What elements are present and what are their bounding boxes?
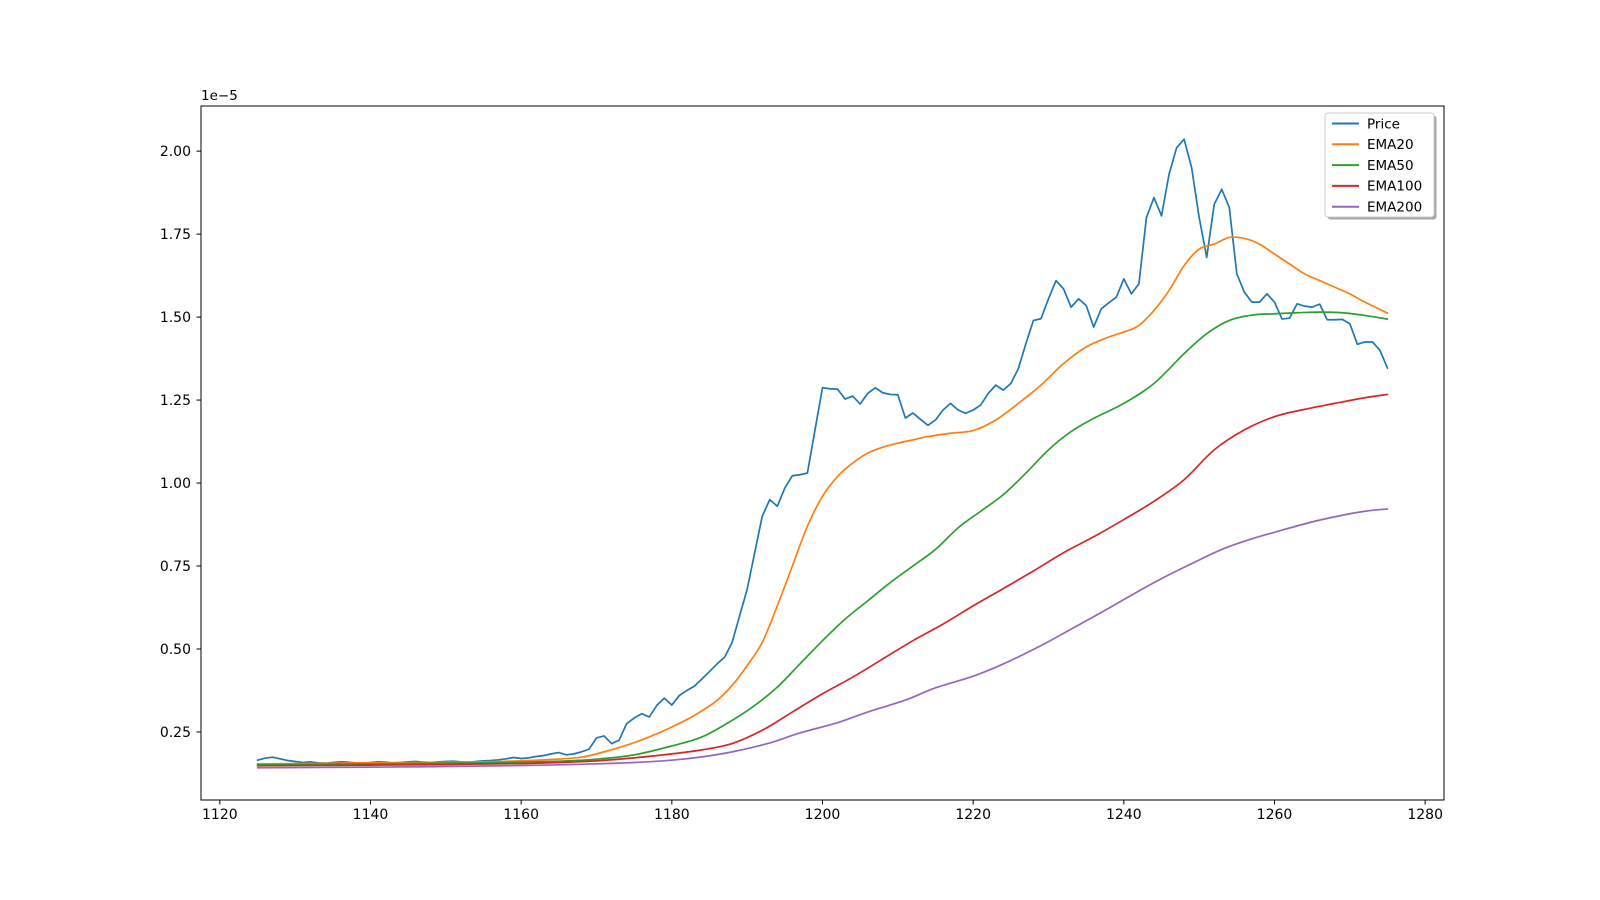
x-tick-label: 1280 [1407, 807, 1443, 823]
legend-label: Price [1367, 116, 1400, 132]
legend-item-ema100: EMA100 [1332, 179, 1422, 195]
y-tick-label: 0.75 [160, 559, 191, 575]
legend-label: EMA20 [1367, 137, 1414, 153]
legend-item-ema50: EMA50 [1332, 158, 1414, 174]
x-tick-label: 1260 [1257, 807, 1293, 823]
legend-item-price: Price [1332, 116, 1400, 132]
ema100-line [256, 393, 1389, 767]
ema20-line [256, 236, 1389, 765]
x-tick-label: 1120 [202, 807, 238, 823]
legend-item-ema20: EMA20 [1332, 137, 1414, 153]
x-tick-label: 1220 [955, 807, 991, 823]
y-tick-label: 1.50 [160, 310, 191, 326]
y-axis [196, 150, 201, 733]
x-tick-label: 1180 [654, 807, 690, 823]
x-tick-label: 1200 [805, 807, 841, 823]
plot-series [256, 138, 1389, 769]
ema50-line [256, 311, 1389, 766]
y-tick-label: 1.25 [160, 393, 191, 409]
y-tick-label: 2.00 [160, 144, 191, 160]
y-axis-offset-label: 1e−5 [201, 88, 238, 104]
legend-label: EMA200 [1367, 200, 1422, 216]
ema200-line [256, 508, 1389, 769]
legend-item-ema200: EMA200 [1332, 200, 1422, 216]
y-tick-label: 0.50 [160, 642, 191, 658]
x-tick-label: 1140 [353, 807, 389, 823]
legend-label: EMA50 [1367, 158, 1414, 174]
legend-label: EMA100 [1367, 179, 1422, 195]
legend: Price EMA20 EMA50 EMA100 EMA200 [1324, 112, 1437, 220]
x-tick-label: 1240 [1106, 807, 1142, 823]
y-tick-label: 1.00 [160, 476, 191, 492]
price-line [256, 138, 1389, 765]
x-axis [219, 800, 1426, 805]
y-tick-label: 0.25 [160, 725, 191, 741]
legend-frame [1324, 112, 1435, 218]
x-tick-label: 1160 [503, 807, 539, 823]
y-tick-label: 1.75 [160, 227, 191, 243]
plot-border [200, 105, 1445, 801]
